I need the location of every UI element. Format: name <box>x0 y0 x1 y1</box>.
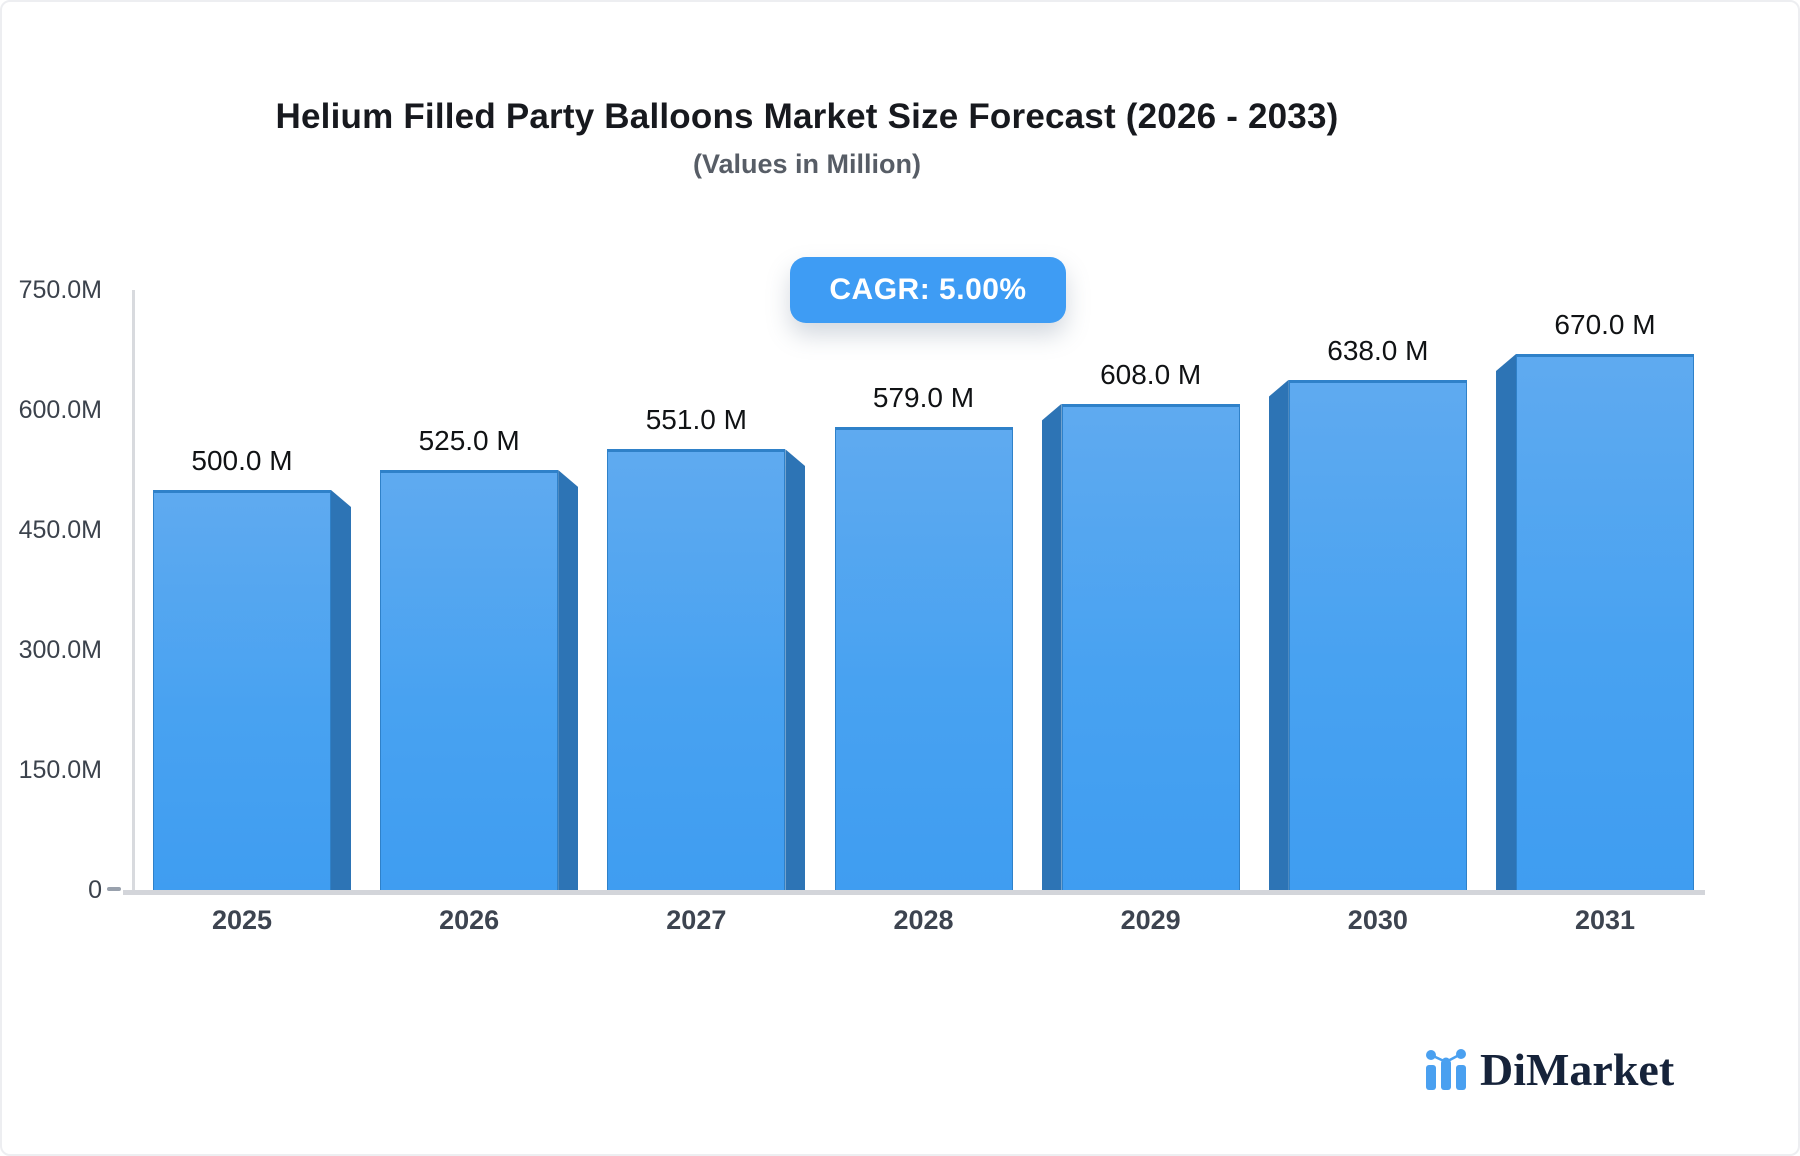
x-axis-label: 2027 <box>666 905 727 935</box>
bar[interactable] <box>380 470 559 890</box>
x-axis-label: 2028 <box>893 905 954 935</box>
bar-value-label: 638.0 M <box>1327 334 1429 366</box>
bar-value-label: 670.0 M <box>1554 309 1656 340</box>
x-axis-line <box>123 890 1705 895</box>
cagr-badge: CAGR: 5.00% <box>790 257 1066 323</box>
x-axis-label: 2031 <box>1574 905 1636 935</box>
bar-side-face <box>1268 379 1289 890</box>
chart-subtitle: (Values in Million) <box>692 149 922 179</box>
brand-name: DiMarket <box>1480 1043 1675 1095</box>
x-axis-label: 2029 <box>1120 905 1181 935</box>
bar[interactable] <box>1516 354 1695 890</box>
bar-side-face <box>1041 403 1062 890</box>
y-axis-label: 0 <box>88 876 102 904</box>
y-axis-label: 600.0M <box>18 396 102 424</box>
bar-value-label: 551.0 M <box>645 404 747 436</box>
dimarket-logo: DiMarket <box>1422 1042 1674 1097</box>
bar-side-face <box>785 449 806 890</box>
bar-value-label: 608.0 M <box>1100 358 1202 390</box>
bar-side-face <box>1496 354 1517 890</box>
bar[interactable] <box>1061 403 1240 890</box>
x-axis-label: 2025 <box>211 905 273 935</box>
y-axis-label: 450.0M <box>18 516 102 544</box>
bar-side-face <box>331 490 351 890</box>
dimarket-logo-icon <box>1422 1042 1470 1097</box>
y-axis-label: 300.0M <box>18 636 102 664</box>
bar-side-face <box>558 470 579 890</box>
bar[interactable] <box>607 449 786 890</box>
bar[interactable] <box>834 426 1013 890</box>
bar[interactable] <box>153 490 331 890</box>
y-axis-line <box>132 290 135 893</box>
bar[interactable] <box>1288 379 1467 890</box>
bar-value-label: 500.0 M <box>191 445 293 476</box>
bar-value-label: 525.0 M <box>418 425 520 456</box>
y-axis-label: 750.0M <box>18 276 102 304</box>
x-axis-label: 2030 <box>1347 905 1408 935</box>
y-axis-label: 150.0M <box>18 756 102 784</box>
x-axis-label: 2026 <box>439 905 500 935</box>
bar-value-label: 579.0 M <box>872 381 975 413</box>
chart-title: Helium Filled Party Balloons Market Size… <box>275 97 1339 136</box>
zero-tick <box>107 887 121 891</box>
